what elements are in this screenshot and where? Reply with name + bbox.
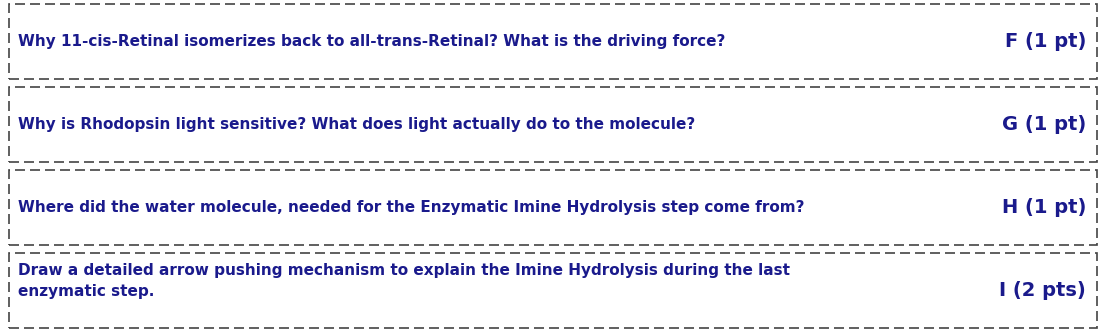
Text: Where did the water molecule, needed for the Enzymatic Imine Hydrolysis step com: Where did the water molecule, needed for… [18, 200, 804, 215]
Text: Why 11-cis-Retinal isomerizes back to all-trans-Retinal? What is the driving for: Why 11-cis-Retinal isomerizes back to al… [18, 34, 726, 49]
Text: Draw a detailed arrow pushing mechanism to explain the Imine Hydrolysis during t: Draw a detailed arrow pushing mechanism … [18, 264, 790, 299]
Text: H (1 pt): H (1 pt) [1002, 198, 1086, 217]
Text: G (1 pt): G (1 pt) [1002, 115, 1086, 134]
Text: I (2 pts): I (2 pts) [1000, 281, 1086, 300]
Text: F (1 pt): F (1 pt) [1004, 32, 1086, 51]
Text: Why is Rhodopsin light sensitive? What does light actually do to the molecule?: Why is Rhodopsin light sensitive? What d… [18, 117, 695, 132]
